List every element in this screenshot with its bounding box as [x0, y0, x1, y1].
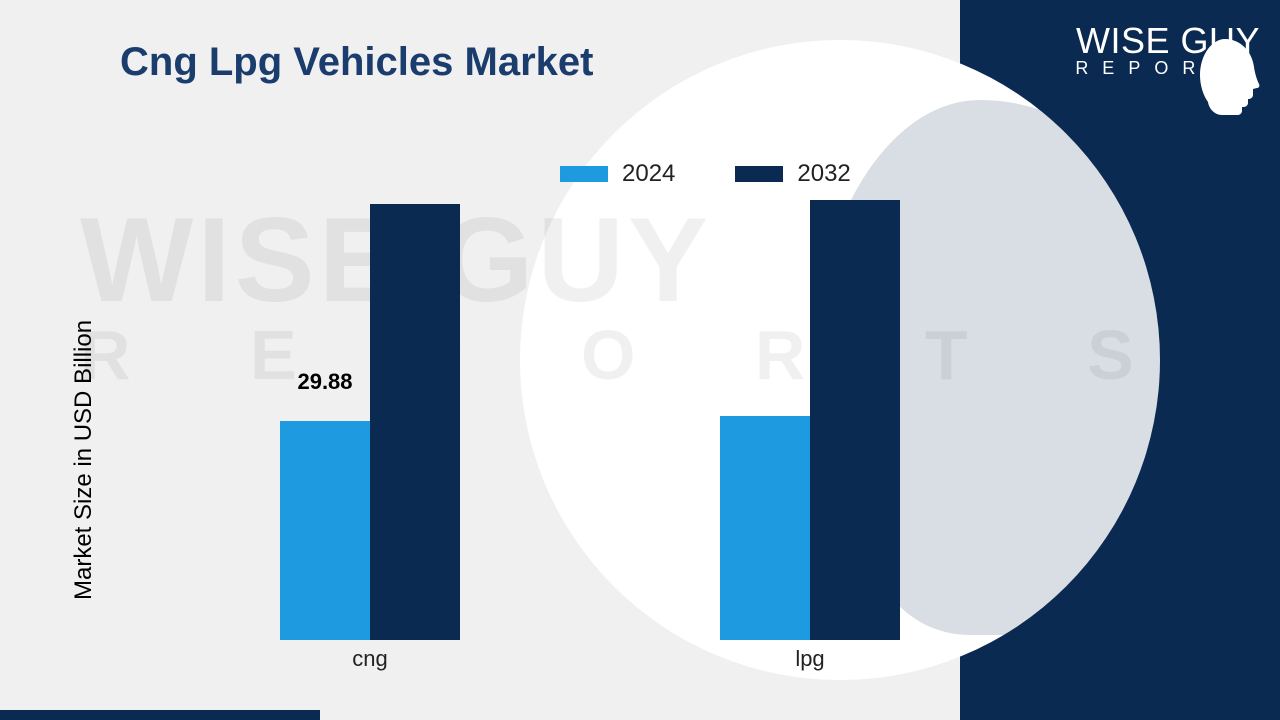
- legend-label: 2024: [622, 160, 675, 188]
- plot-area: 29.88cng lpg: [100, 200, 960, 640]
- x-axis-label: cng: [280, 646, 460, 672]
- bar: [280, 421, 370, 640]
- y-axis-label: Market Size in USD Billion: [70, 320, 98, 600]
- bar: [810, 200, 900, 640]
- chart-canvas: WISE GUYR E P O R T S Cng Lpg Vehicles M…: [0, 0, 1280, 720]
- bar: [370, 204, 460, 640]
- legend-item: 2024: [560, 160, 675, 188]
- legend-swatch: [560, 166, 608, 182]
- bar-group: 29.88cng: [280, 200, 460, 640]
- bottom-accent-bar: [0, 710, 320, 720]
- chart-legend: 2024 2032: [560, 160, 851, 188]
- legend-swatch: [735, 166, 783, 182]
- legend-label: 2032: [797, 160, 850, 188]
- x-axis-label: lpg: [720, 646, 900, 672]
- bar: [720, 416, 810, 640]
- bar-value-label: 29.88: [280, 369, 370, 395]
- brand-logo: WISE GUY REPORTS: [1075, 20, 1260, 79]
- chart-title: Cng Lpg Vehicles Market: [120, 40, 593, 85]
- legend-item: 2032: [735, 160, 850, 188]
- brand-head-icon: [1190, 35, 1260, 115]
- bar-group: lpg: [720, 200, 900, 640]
